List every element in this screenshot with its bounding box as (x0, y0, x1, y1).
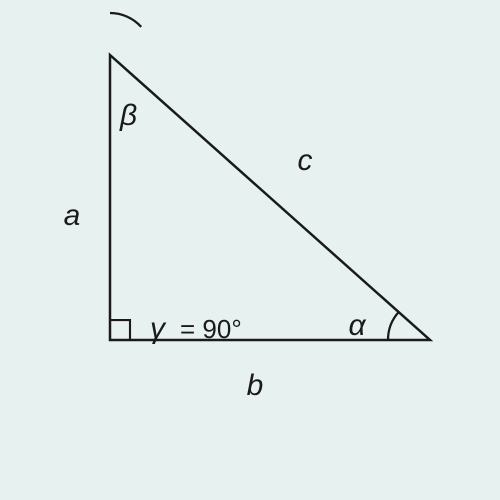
side-c-label: c (298, 144, 313, 177)
angle-beta-label: β (119, 99, 137, 132)
side-a-label: a (64, 199, 81, 232)
angle-gamma-label: γ (150, 312, 167, 345)
side-b-label: b (247, 369, 264, 402)
angle-gamma-value: = 90° (180, 314, 242, 344)
triangle-diagram: a b c α β γ = 90° (0, 0, 500, 500)
angle-alpha-label: α (348, 309, 366, 342)
diagram-background (0, 0, 500, 500)
